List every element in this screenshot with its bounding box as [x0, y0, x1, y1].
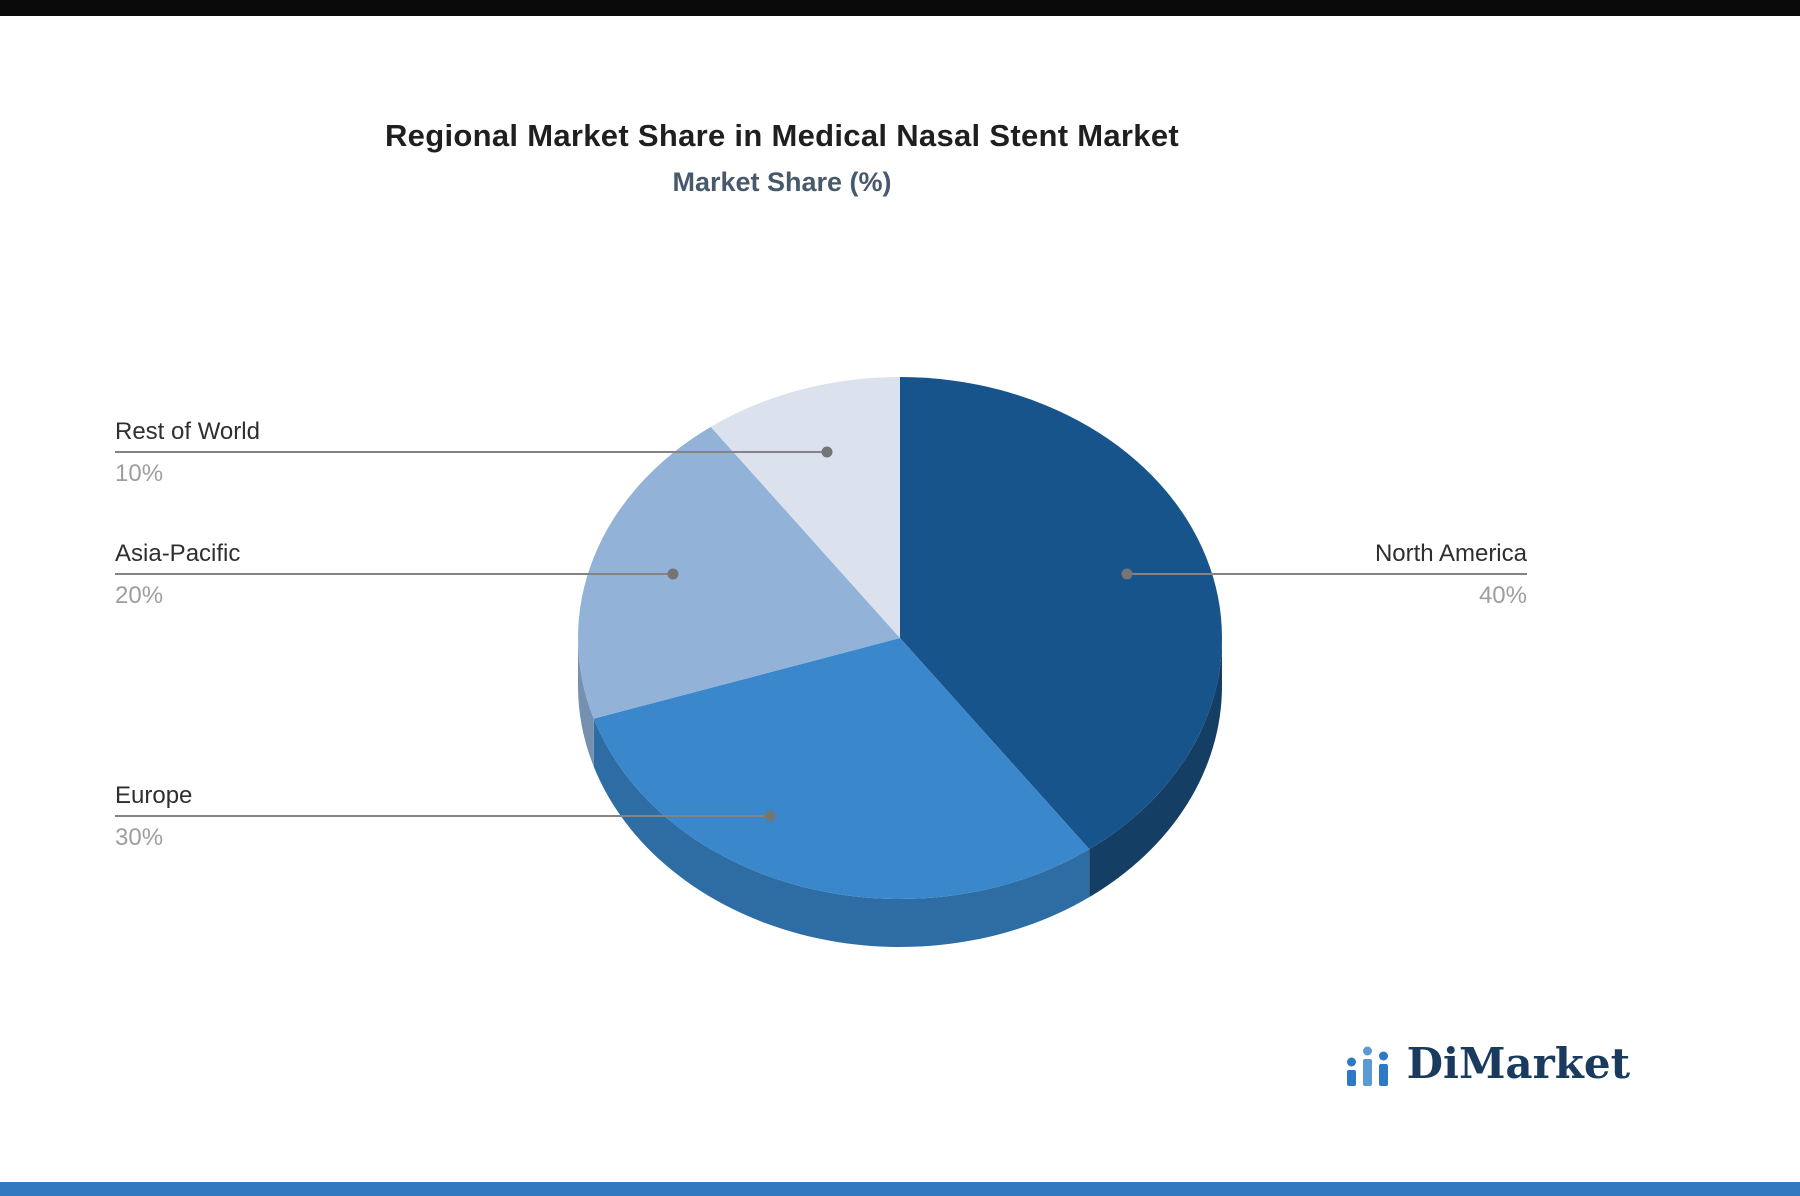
pie-slice-asia-pacific[interactable]	[578, 426, 900, 719]
top-border-bar	[0, 0, 1800, 16]
leader-dot-asia-pacific	[667, 568, 679, 580]
bar-chart-icon	[1346, 1046, 1388, 1086]
dimarket-logo: DiMarket	[1343, 1038, 1630, 1090]
chart-subtitle: Market Share (%)	[672, 167, 892, 197]
leader-dot-rest-of-world	[821, 446, 833, 458]
pie-slice-north-america[interactable]	[900, 377, 1222, 850]
pie-slice-side-north-america	[1089, 638, 1222, 898]
leader-dot-europe	[764, 810, 776, 822]
logo-text: DiMarket	[1406, 1039, 1630, 1088]
leader-dot-north-america	[1121, 568, 1133, 580]
pie-slice-side-europe	[593, 718, 1090, 947]
pie-slice-europe[interactable]	[593, 638, 1090, 899]
pie-slice-side-asia-pacific	[578, 638, 594, 767]
bottom-border-bar	[0, 1182, 1800, 1196]
chart-title: Regional Market Share in Medical Nasal S…	[385, 118, 1179, 153]
pie-slice-rest-of-world[interactable]	[710, 377, 900, 638]
